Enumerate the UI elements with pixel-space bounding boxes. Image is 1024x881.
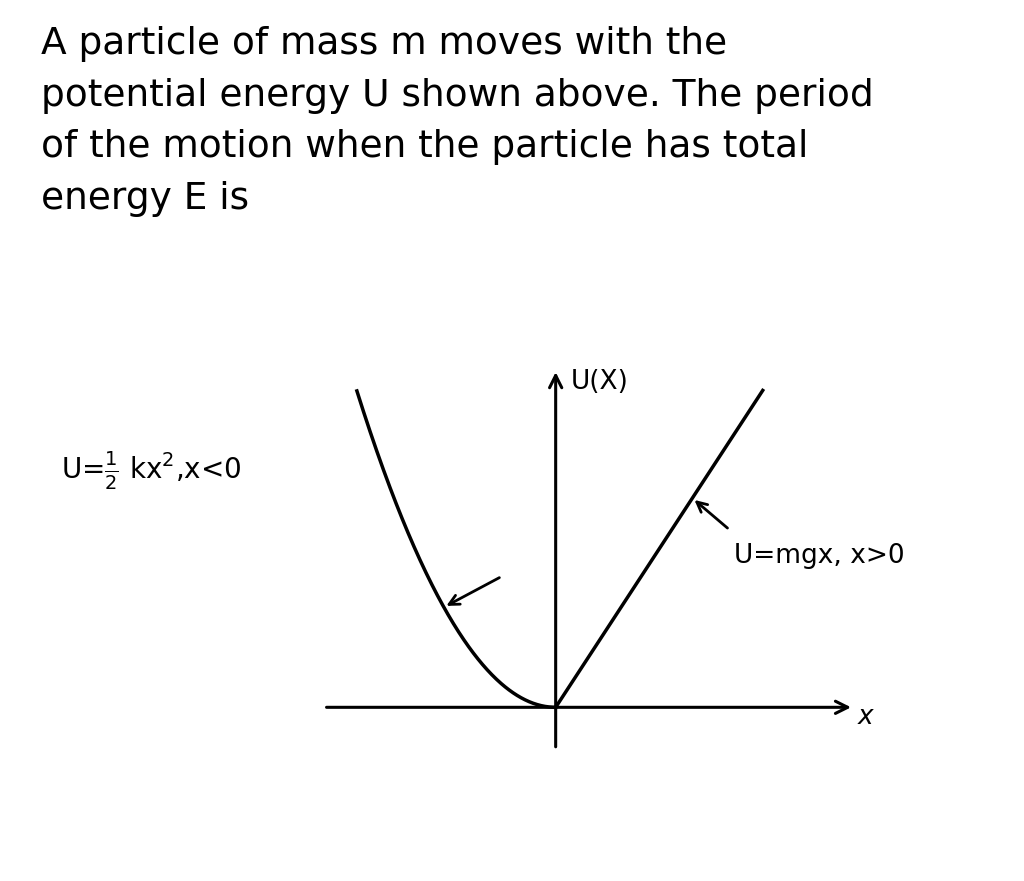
Text: A particle of mass m moves with the
potential energy U shown above. The period
o: A particle of mass m moves with the pote… bbox=[41, 26, 873, 217]
Text: U=$\frac{1}{2}$ kx$^{2}$,x<0: U=$\frac{1}{2}$ kx$^{2}$,x<0 bbox=[61, 450, 242, 492]
Text: x: x bbox=[858, 705, 873, 730]
Text: U(X): U(X) bbox=[570, 369, 629, 395]
Text: U=mgx, x>0: U=mgx, x>0 bbox=[734, 543, 904, 568]
